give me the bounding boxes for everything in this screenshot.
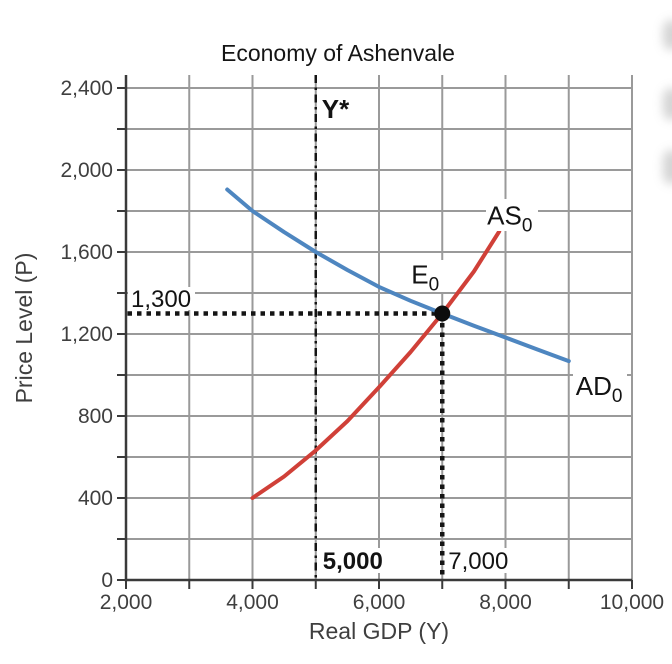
equilibrium-price-value: 1,300 [131,286,191,313]
edge-artifact [663,20,672,50]
label-mask [409,260,447,292]
y-tick-label: 400 [78,487,113,510]
x-tick-label: 6,000 [353,591,406,614]
equilibrium-label-subscript: 0 [429,275,440,296]
aggregate-supply-curve [250,229,502,500]
y-tick-label: 800 [78,405,113,428]
edge-artifact [663,88,672,120]
y-tick-label: 2,400 [60,77,113,100]
y-tick-label: 1,600 [60,241,113,264]
edge-artifact [663,150,672,184]
y-tick-label: 1,200 [60,323,113,346]
aggregate-demand-curve [225,187,571,364]
chart-title: Economy of Ashenvale [221,40,455,66]
as-curve-label-subscript: 0 [522,216,533,237]
equilibrium-point [434,305,451,322]
potential-gdp-label: Y* [322,94,350,124]
x-tick-label: 2,000 [100,591,153,614]
y-tick-label: 0 [101,569,113,592]
x-tick-label: 8,000 [479,591,532,614]
potential-gdp-value: 5,000 [323,548,383,575]
equilibrium-quantity-value: 7,000 [448,548,508,575]
label-mask [446,548,509,573]
label-mask [319,96,354,123]
label-mask [573,367,627,401]
x-axis-title: Real GDP (Y) [309,618,449,644]
label-mask [486,199,538,231]
y-axis-title: Price Level (P) [11,253,37,404]
x-tick-label: 4,000 [226,591,279,614]
ad-curve-label-subscript: 0 [612,386,623,407]
label-mask [320,548,391,573]
x-tick-label: 10,000 [600,591,664,614]
y-tick-label: 2,000 [60,159,113,182]
label-mask [128,287,195,310]
